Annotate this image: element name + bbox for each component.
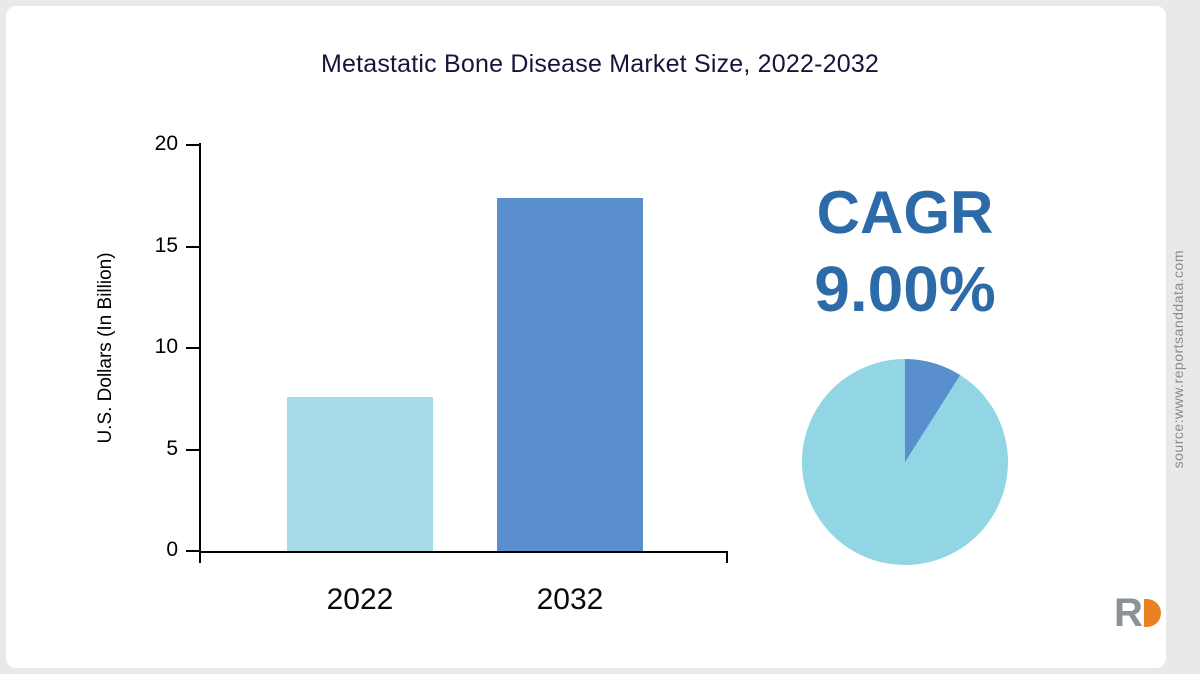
y-tick-label: 5 [166, 436, 178, 460]
y-axis-title: U.S. Dollars (In Billion) [95, 252, 116, 444]
x-axis-left-end-tick [199, 553, 201, 563]
cagr-value: 9.00% [814, 253, 996, 325]
logo-letter-r: R [1114, 591, 1143, 635]
y-axis-line [199, 143, 201, 553]
y-tick-mark [186, 550, 200, 552]
cagr-pie-chart [802, 359, 1008, 565]
logo-d-shape-icon [1143, 599, 1161, 627]
x-category-label: 2022 [326, 583, 394, 616]
y-tick-mark [186, 245, 200, 248]
y-tick-mark [186, 144, 200, 146]
x-axis-line [199, 551, 728, 553]
y-tick-label: 10 [154, 335, 178, 358]
bar-2032 [497, 197, 643, 551]
x-axis-right-end-tick [726, 553, 728, 563]
cagr-label: CAGR [816, 179, 994, 246]
y-tick-label: 15 [154, 233, 178, 257]
bar-2022 [287, 396, 433, 551]
y-tick-label: 0 [166, 538, 178, 561]
y-tick-mark [186, 347, 200, 349]
brand-logo: R [1114, 593, 1161, 633]
chart-title: Metastatic Bone Disease Market Size, 202… [320, 50, 880, 78]
x-category-label: 2032 [536, 583, 604, 616]
y-tick-label: 20 [154, 132, 178, 155]
y-tick-mark [186, 448, 200, 451]
